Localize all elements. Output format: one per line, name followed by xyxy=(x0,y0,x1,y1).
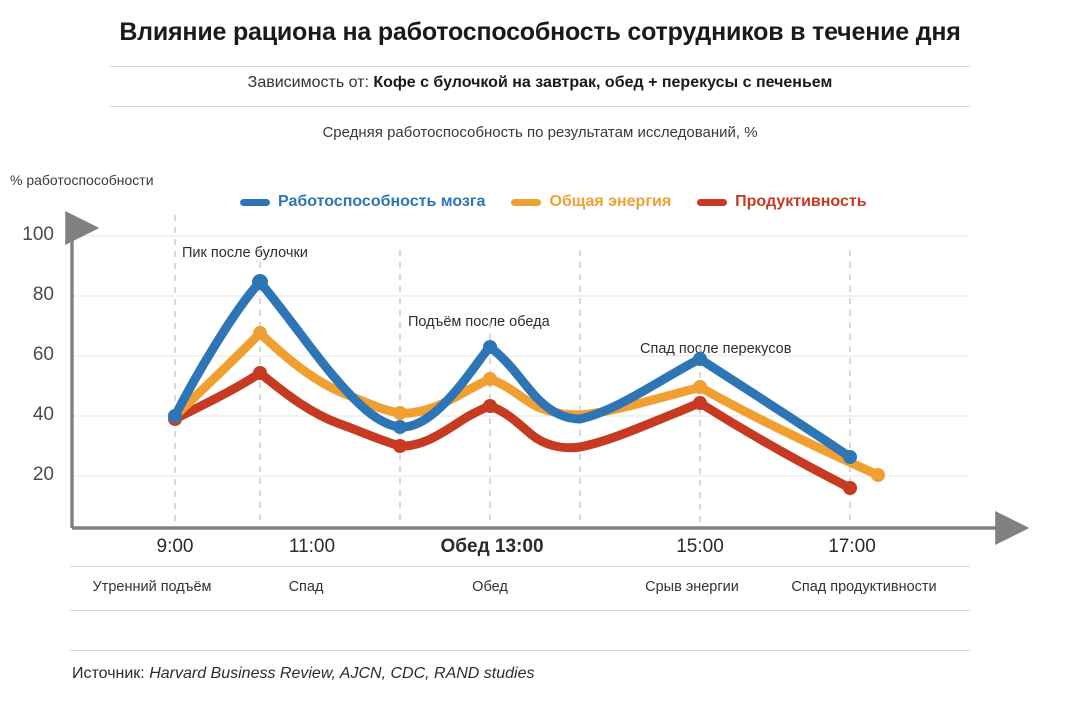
legend-label-brain: Работоспособность мозга xyxy=(278,193,486,210)
subtitle-lead: Зависимость от: xyxy=(247,74,369,91)
legend-swatch-energy xyxy=(511,198,542,206)
legend-item-energy[interactable]: Общая энергия xyxy=(511,193,671,211)
axis-lines xyxy=(65,211,1030,545)
legend-swatch-productivity xyxy=(697,198,728,206)
measure-caption: Средняя работоспособность по результатам… xyxy=(322,124,758,141)
phase-energy-crash: Срыв энергии xyxy=(645,579,739,595)
page-title: Влияние рациона на работоспособность сот… xyxy=(119,18,961,46)
y-tick-80: 80 xyxy=(32,284,54,305)
vertical-gridlines xyxy=(174,215,851,528)
y-tick-60: 60 xyxy=(32,344,54,365)
chart-legend: Работоспособность мозга Общая энергия Пр… xyxy=(240,193,867,211)
legend-label-productivity: Продуктивность xyxy=(735,193,867,210)
x-tick-15: 15:00 xyxy=(676,536,724,557)
source-label: Источник: xyxy=(72,665,145,682)
phase-divider-bottom xyxy=(70,610,970,611)
footer-divider xyxy=(70,650,970,651)
phase-productivity-drop: Спад продуктивности xyxy=(791,579,937,595)
source-note: Источник: Harvard Business Review, AJCN,… xyxy=(72,665,535,683)
legend-item-productivity[interactable]: Продуктивность xyxy=(697,193,867,211)
x-tick-13: Обед 13:00 xyxy=(440,536,544,557)
phase-morning-rise: Утренний подъём xyxy=(92,579,212,595)
series-brain-points xyxy=(168,274,857,464)
phase-divider-top xyxy=(70,566,970,567)
y-tick-20: 20 xyxy=(32,464,54,485)
legend-swatch-brain xyxy=(240,198,270,206)
phase-decline: Спад xyxy=(288,579,324,595)
legend-label-energy: Общая энергия xyxy=(549,193,672,210)
subtitle: Зависимость от: Кофе с булочкой на завтр… xyxy=(110,74,970,92)
y-tick-100: 100 xyxy=(22,224,54,245)
legend-item-brain[interactable]: Работоспособность мозга xyxy=(240,193,485,211)
subtitle-strong: Кофе с булочкой на завтрак, обед + перек… xyxy=(373,74,833,91)
y-tick-40: 40 xyxy=(32,404,54,425)
series-productivity-points xyxy=(168,366,857,495)
series-brain xyxy=(168,274,857,464)
phase-lunch: Обед xyxy=(472,579,508,595)
source-value: Harvard Business Review, AJCN, CDC, RAND… xyxy=(149,665,535,682)
annotation-lunch-rise: Подъём после обеда xyxy=(408,314,550,330)
subtitle-divider-top xyxy=(110,66,970,67)
x-tick-9: 9:00 xyxy=(156,536,194,557)
subtitle-divider-bottom xyxy=(110,106,970,107)
series-productivity xyxy=(168,366,857,495)
x-tick-17: 17:00 xyxy=(828,536,876,557)
annotation-snack-drop: Спад после перекусов xyxy=(640,341,792,357)
horizontal-gridlines xyxy=(72,235,968,477)
y-axis-caption: % работоспособности xyxy=(10,172,154,188)
annotation-bun-peak: Пик после булочки xyxy=(182,245,308,261)
x-tick-11: 11:00 xyxy=(288,536,336,557)
